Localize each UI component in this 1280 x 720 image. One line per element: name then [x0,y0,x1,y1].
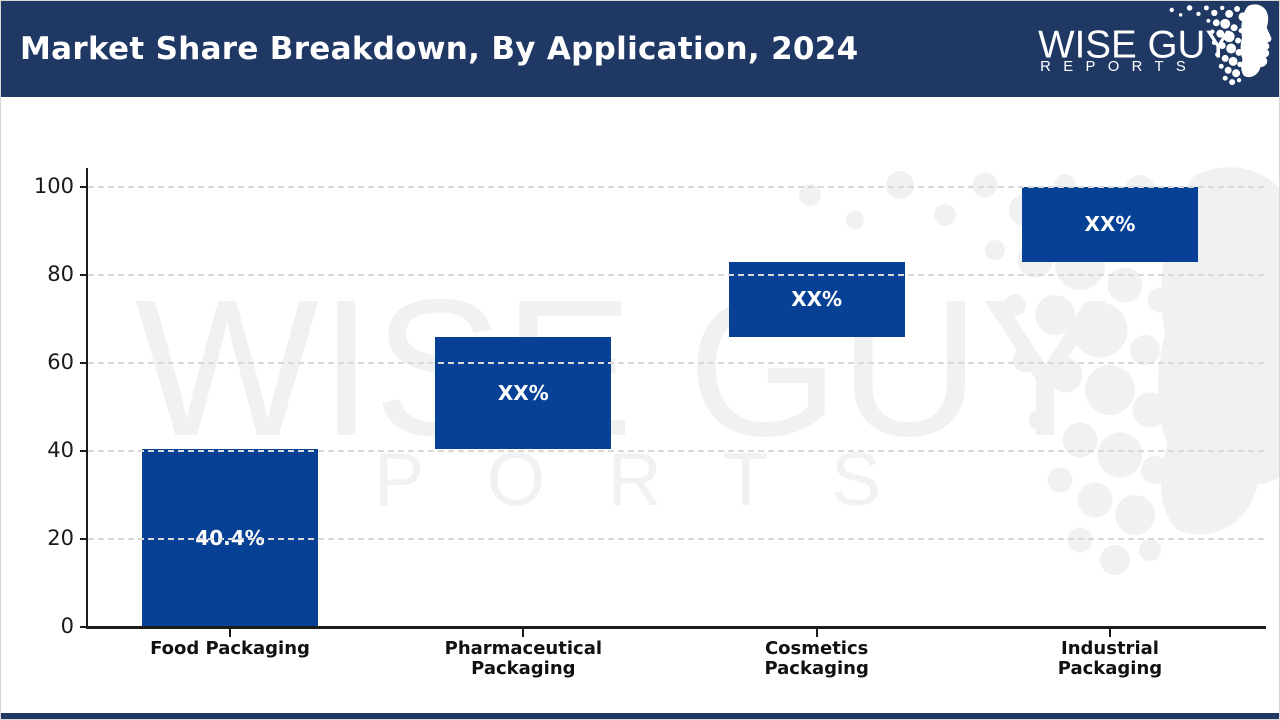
bar-value-label: XX% [791,287,843,312]
y-tick-mark [80,362,88,364]
gridline [88,538,1264,540]
gridline [88,186,1264,188]
y-tick-label: 40 [47,438,74,462]
y-tick-mark [80,450,88,452]
x-tick-mark [229,629,231,637]
y-tick-label: 0 [60,614,74,638]
bar-industrial-packaging: XX% [1021,187,1198,262]
wiseguy-logo [1038,4,1272,86]
x-axis-line [88,626,1266,629]
y-tick-label: 80 [47,262,74,286]
y-tick-mark [80,538,88,540]
y-tick-mark [80,186,88,188]
header-bar: Market Share Breakdown, By Application, … [0,0,1280,97]
x-tick-mark [1108,629,1111,637]
bar-value-label: XX% [1084,212,1136,237]
category-label-industrial-packaging: Industrial Packaging [1057,638,1163,679]
category-label-food-packaging: Food Packaging [150,638,310,659]
y-tick-label: 20 [47,526,74,550]
y-tick-mark [80,626,88,628]
gridline [88,450,1264,452]
y-tick-mark [80,274,88,276]
gridline [88,362,1264,364]
x-tick-mark [815,629,818,637]
bar-pharmaceutical-packaging: XX% [435,336,612,450]
bar-value-label: XX% [497,380,549,405]
footer-bar [0,713,1280,720]
y-tick-label: 100 [33,174,74,198]
category-label-pharmaceutical-packaging: Pharmaceutical Packaging [444,638,603,679]
x-tick-mark [522,629,525,637]
y-tick-label: 60 [47,350,74,374]
category-label-cosmetics-packaging: Cosmetics Packaging [764,638,869,679]
y-axis-line [86,168,88,629]
page-title: Market Share Breakdown, By Application, … [20,30,859,67]
gridline [88,274,1264,276]
